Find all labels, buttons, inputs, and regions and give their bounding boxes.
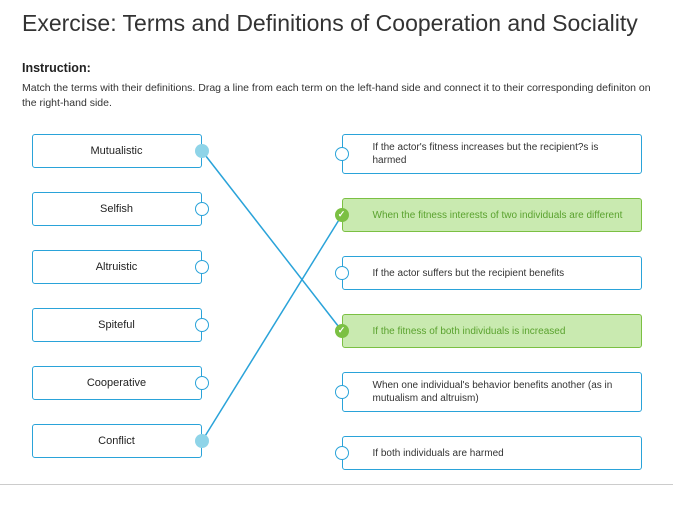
definition-text: When the fitness interests of two indivi… [373, 209, 623, 222]
definition-connector-dot[interactable] [335, 266, 349, 280]
term-connector-dot[interactable] [195, 376, 209, 390]
term-label: Spiteful [98, 319, 135, 331]
term-box[interactable]: Conflict [32, 424, 202, 458]
definition-box[interactable]: When the fitness interests of two indivi… [342, 198, 642, 232]
definitions-column: If the actor's fitness increases but the… [342, 134, 642, 494]
instruction-text: Match the terms with their definitions. … [22, 81, 651, 110]
definition-text: If the fitness of both individuals is in… [373, 325, 566, 338]
term-connector-dot[interactable] [195, 318, 209, 332]
term-box[interactable]: Spiteful [32, 308, 202, 342]
definition-box[interactable]: If the actor suffers but the recipient b… [342, 256, 642, 290]
terms-column: Mutualistic Selfish Altruistic Spiteful Coop… [32, 134, 202, 494]
term-label: Mutualistic [91, 145, 143, 157]
definition-text: If the actor suffers but the recipient b… [373, 267, 565, 280]
term-connector-dot[interactable] [195, 202, 209, 216]
columns: Mutualistic Selfish Altruistic Spiteful Coop… [32, 134, 642, 494]
definition-text: When one individual's behavior benefits … [373, 379, 631, 405]
check-icon[interactable] [335, 208, 349, 222]
term-box[interactable]: Mutualistic [32, 134, 202, 168]
definition-connector-dot[interactable] [335, 147, 349, 161]
instruction-label: Instruction: [22, 61, 651, 75]
term-box[interactable]: Cooperative [32, 366, 202, 400]
definition-connector-dot[interactable] [335, 385, 349, 399]
term-box[interactable]: Selfish [32, 192, 202, 226]
definition-text: If both individuals are harmed [373, 447, 504, 460]
definition-box[interactable]: When one individual's behavior benefits … [342, 372, 642, 412]
term-label: Cooperative [87, 377, 146, 389]
definition-text: If the actor's fitness increases but the… [373, 141, 631, 167]
definition-box[interactable]: If both individuals are harmed [342, 436, 642, 470]
definition-box[interactable]: If the actor's fitness increases but the… [342, 134, 642, 174]
term-box[interactable]: Altruistic [32, 250, 202, 284]
term-label: Selfish [100, 203, 133, 215]
exercise-page: Exercise: Terms and Definitions of Coope… [0, 0, 673, 494]
term-connector-dot[interactable] [195, 144, 209, 158]
term-label: Altruistic [96, 261, 138, 273]
term-connector-dot[interactable] [195, 260, 209, 274]
term-label: Conflict [98, 435, 135, 447]
match-area: Mutualistic Selfish Altruistic Spiteful Coop… [32, 134, 642, 494]
definition-connector-dot[interactable] [335, 446, 349, 460]
term-connector-dot[interactable] [195, 434, 209, 448]
page-title: Exercise: Terms and Definitions of Coope… [22, 8, 651, 39]
definition-box[interactable]: If the fitness of both individuals is in… [342, 314, 642, 348]
check-icon[interactable] [335, 324, 349, 338]
